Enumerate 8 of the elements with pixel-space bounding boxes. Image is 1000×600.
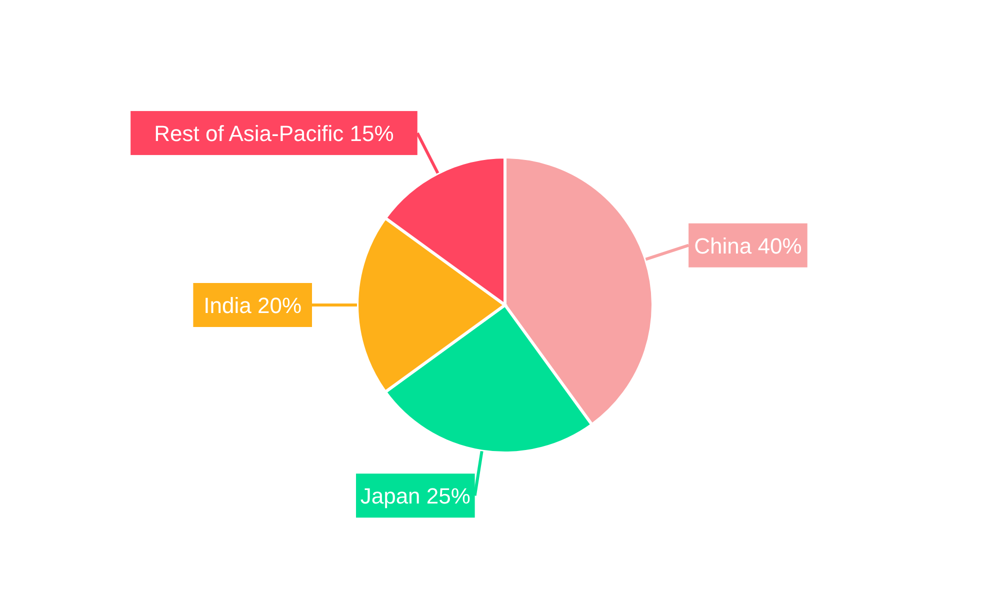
slice-label: Rest of Asia-Pacific (154, 120, 350, 146)
data-label: 15% (350, 120, 394, 146)
data-label: 20% (257, 292, 302, 318)
slice-label: Japan (360, 483, 426, 508)
slice-label: China (694, 232, 758, 258)
slice-label: India (204, 292, 258, 318)
data-label: 40% (758, 232, 802, 258)
data-label: 25% (426, 483, 470, 508)
